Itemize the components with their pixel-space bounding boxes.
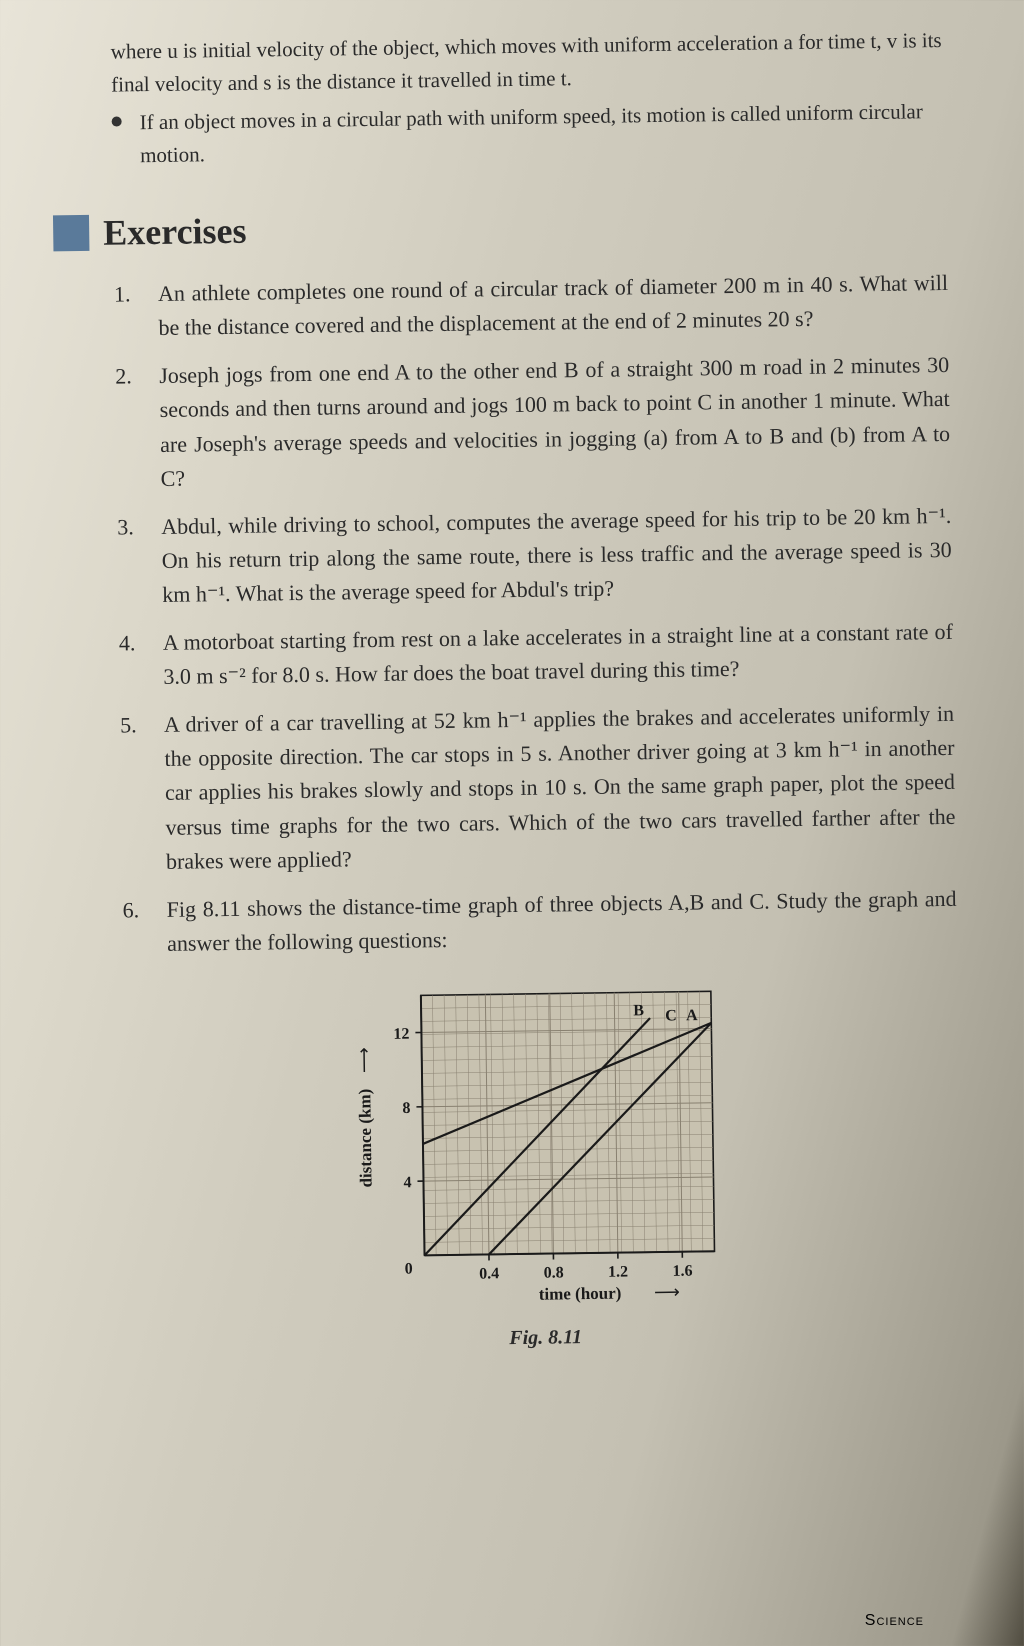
page-footer: Science (865, 1612, 924, 1630)
exercise-item: Fig 8.11 shows the distance-time graph o… (122, 882, 957, 962)
svg-text:12: 12 (393, 1026, 409, 1043)
svg-text:⟶: ⟶ (654, 1282, 680, 1302)
bullet-text: If an object moves in a circular path wi… (139, 95, 946, 171)
section-heading: Exercises (53, 200, 947, 254)
svg-text:1.6: 1.6 (672, 1262, 692, 1279)
exercise-item: A driver of a car travelling at 52 km h⁻… (120, 697, 956, 879)
svg-text:4: 4 (403, 1174, 411, 1191)
svg-text:A: A (686, 1007, 698, 1024)
svg-text:1.2: 1.2 (608, 1263, 628, 1280)
bullet-icon (112, 117, 122, 127)
page-content: where u is initial velocity of the objec… (0, 0, 1024, 1377)
bullet-point: If an object moves in a circular path wi… (111, 95, 946, 172)
intro-paragraph: where u is initial velocity of the objec… (110, 24, 945, 101)
figure: A B C 4 8 12 0.4 0.8 1.2 1.6 0 time (hour) ⟶ distance… (124, 968, 963, 1356)
svg-text:8: 8 (402, 1100, 410, 1117)
distance-time-chart: A B C 4 8 12 0.4 0.8 1.2 1.6 0 time (hour) ⟶ distance… (331, 971, 756, 1317)
svg-text:time (hour): time (hour) (539, 1283, 622, 1303)
exercise-list: An athlete completes one round of a circ… (114, 266, 957, 961)
section-title: Exercises (103, 210, 247, 254)
figure-caption: Fig. 8.11 (129, 1321, 963, 1356)
exercise-item: Abdul, while driving to school, computes… (117, 499, 952, 613)
exercise-item: Joseph jogs from one end A to the other … (115, 348, 951, 496)
svg-text:distance (km): distance (km) (355, 1089, 375, 1188)
svg-text:0: 0 (405, 1260, 413, 1277)
svg-text:0.4: 0.4 (479, 1265, 499, 1282)
svg-text:B: B (633, 1002, 644, 1019)
svg-text:C: C (665, 1007, 677, 1024)
svg-text:0.8: 0.8 (544, 1264, 564, 1281)
exercise-item: A motorboat starting from rest on a lake… (119, 615, 954, 695)
svg-text:⟶: ⟶ (354, 1047, 374, 1073)
section-marker-icon (53, 215, 89, 251)
exercise-item: An athlete completes one round of a circ… (114, 266, 949, 346)
